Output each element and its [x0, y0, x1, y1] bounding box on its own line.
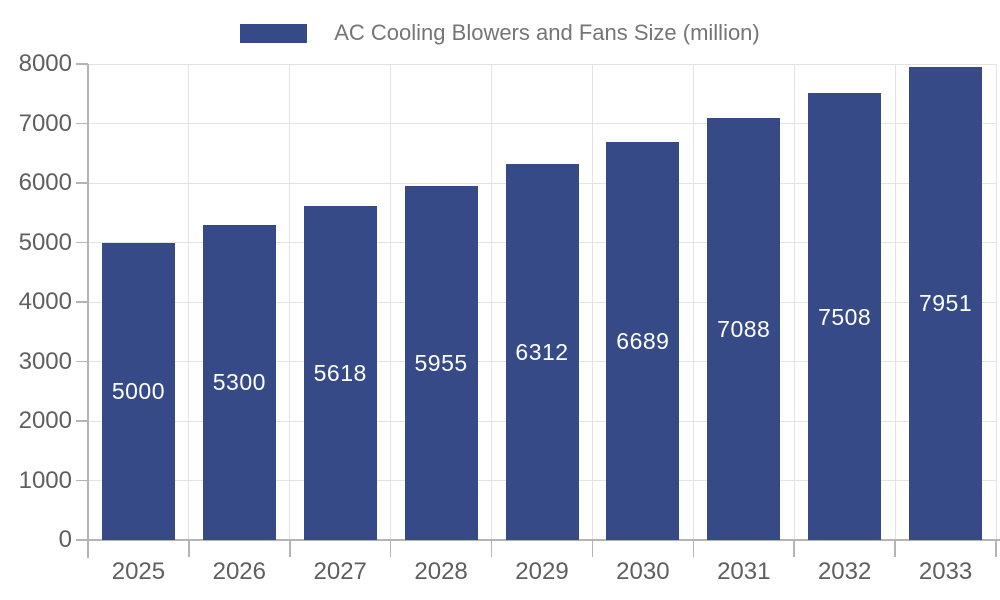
x-gridline [491, 64, 493, 540]
y-gridline [88, 123, 996, 124]
x-tick-label: 2028 [414, 558, 468, 585]
x-tick-mark [188, 540, 190, 557]
x-gridline [793, 64, 795, 540]
y-tick-label: 0 [58, 526, 72, 553]
y-tick-label: 8000 [18, 50, 72, 77]
x-tick-mark [389, 540, 392, 557]
x-gridline [995, 64, 997, 540]
x-gridline [894, 64, 896, 540]
bar [101, 242, 175, 540]
bar-value-label: 5000 [111, 378, 166, 405]
y-tick-label: 2000 [18, 407, 72, 434]
bar-value-label: 6689 [616, 328, 670, 354]
y-tick-mark [76, 182, 88, 184]
bar-value-label: 5955 [414, 349, 468, 376]
x-tick-label: 2032 [817, 558, 872, 585]
legend: AC Cooling Blowers and Fans Size (millio… [0, 16, 1000, 50]
legend-label: AC Cooling Blowers and Fans Size (millio… [334, 20, 760, 45]
x-tick-label: 2031 [717, 558, 771, 585]
bar-value-label: 7088 [717, 316, 771, 343]
x-tick-label: 2029 [515, 558, 569, 585]
bar [202, 224, 276, 540]
y-axis-line [87, 64, 89, 558]
y-tick-label: 7000 [18, 109, 72, 137]
x-gridline [289, 64, 291, 540]
x-gridline [692, 64, 694, 540]
bar [707, 118, 781, 540]
x-tick-mark [692, 540, 695, 557]
bar-value-label: 7508 [818, 303, 872, 330]
y-tick-mark [76, 420, 88, 422]
bar-value-label: 6312 [515, 339, 569, 366]
bar-value-label: 7951 [918, 290, 973, 317]
x-gridline [591, 64, 593, 540]
bar-value-label: 5618 [313, 359, 367, 386]
y-tick-label: 3000 [18, 347, 72, 375]
y-tick-label: 6000 [18, 169, 72, 196]
y-gridline [88, 63, 996, 65]
y-tick-label: 5000 [18, 228, 72, 256]
y-tick-label: 4000 [18, 288, 72, 315]
x-tick-mark [894, 540, 896, 557]
x-tick-mark [591, 540, 594, 557]
x-tick-label: 2027 [313, 558, 367, 585]
y-tick-label: 1000 [18, 466, 72, 494]
y-tick-mark [76, 241, 88, 244]
y-tick-mark [76, 122, 88, 125]
x-tick-label: 2026 [212, 558, 266, 585]
bar [808, 93, 882, 540]
x-tick-label: 2033 [918, 558, 973, 585]
y-tick-mark [76, 63, 88, 65]
legend-swatch [240, 23, 308, 43]
bar [606, 142, 680, 540]
bar [505, 164, 579, 540]
x-tick-mark [995, 540, 997, 557]
x-gridline [390, 64, 392, 540]
x-axis-line [88, 539, 1000, 541]
bar [404, 185, 478, 540]
x-tick-label: 2025 [111, 558, 166, 585]
x-gridline [188, 64, 190, 540]
x-tick-mark [289, 540, 291, 557]
x-tick-mark [793, 540, 795, 557]
x-tick-label: 2030 [616, 558, 670, 585]
bar [303, 205, 377, 540]
plot-area: 0 1000 2000 3000 4000 5000 6000 7000 8000 5000 202… [19, 50, 1000, 585]
y-tick-mark [76, 360, 88, 363]
y-tick-mark [76, 479, 88, 482]
bar-value-label: 5300 [212, 369, 266, 396]
bar [909, 66, 983, 540]
x-tick-mark [490, 540, 493, 557]
y-tick-mark [76, 301, 88, 303]
y-tick-mark [76, 539, 88, 541]
